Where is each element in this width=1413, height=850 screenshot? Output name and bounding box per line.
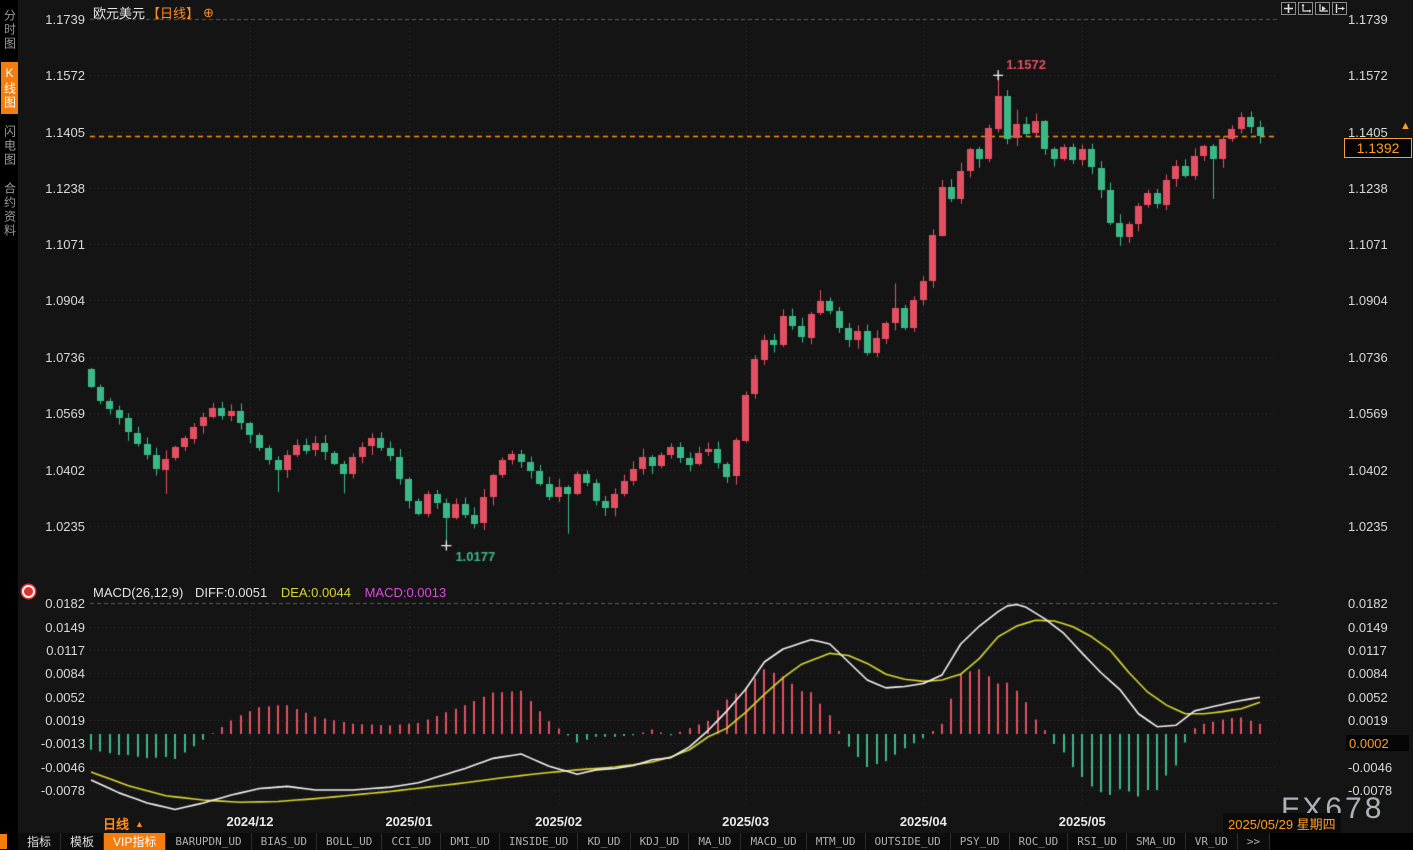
macd-tick-right: 0.0182 xyxy=(1348,596,1388,611)
price-tick-left: 1.1405 xyxy=(45,124,85,140)
macd-tick-right: 0.0117 xyxy=(1348,642,1387,658)
indicator-tab-bar: 指标 模板 VIP指标 BARUPDN_UD BIAS_UD BOLL_UD CCI_UD D… xyxy=(18,833,1413,850)
tab-RSI_UD[interactable]: RSI_UD xyxy=(1068,833,1128,850)
sidebar-item-1[interactable]: K线图 xyxy=(0,62,18,114)
price-tick-right: 1.0569 xyxy=(1348,406,1388,422)
move-crosshair-icon[interactable] xyxy=(1281,2,1296,15)
tab-KDJ_UD[interactable]: KDJ_UD xyxy=(630,833,690,850)
month-label-2024/12: 2024/12 xyxy=(226,814,274,829)
tab-模板[interactable]: 模板 xyxy=(61,833,105,850)
month-label-2025/04: 2025/04 xyxy=(899,814,947,829)
macd-tick-left: 0.0019 xyxy=(45,713,85,729)
price-tick-left: 1.0904 xyxy=(45,293,85,309)
price-tick-right: 1.1739 xyxy=(1348,12,1388,27)
tab-BIAS_UD[interactable]: BIAS_UD xyxy=(251,833,317,850)
tab-CCI_UD[interactable]: CCI_UD xyxy=(382,833,442,850)
price-marker-arrow-icon: ▲ xyxy=(1400,120,1411,132)
price-tick-right: 1.1572 xyxy=(1348,68,1388,84)
chart-toolbar xyxy=(1281,2,1347,15)
macd-tick-left: 0.0182 xyxy=(45,596,85,611)
macd-tick-left: -0.0078 xyxy=(40,783,85,798)
macd-current-value-badge: 0.0002 xyxy=(1346,735,1409,751)
price-tick-right: 1.1071 xyxy=(1348,237,1388,253)
tab-PSY_UD[interactable]: PSY_UD xyxy=(950,833,1010,850)
dea-value-label: DEA:0.0044 xyxy=(280,585,351,600)
price-tick-left: 1.1071 xyxy=(45,237,85,253)
price-tick-right: 1.1238 xyxy=(1348,180,1388,196)
month-label-2025/01: 2025/01 xyxy=(385,814,433,829)
macd-tick-right: 0.0052 xyxy=(1348,689,1388,705)
tab-MTM_UD[interactable]: MTM_UD xyxy=(806,833,866,850)
price-tick-right: 1.0235 xyxy=(1348,519,1388,534)
macd-value-label: MACD:0.0013 xyxy=(364,585,447,600)
macd-settings-icon[interactable] xyxy=(22,585,35,598)
macd-tick-right: -0.0046 xyxy=(1348,759,1393,775)
price-tick-right: 1.0904 xyxy=(1348,293,1388,309)
macd-tick-right: -0.0078 xyxy=(1348,783,1393,798)
tab-BOLL_UD[interactable]: BOLL_UD xyxy=(316,833,383,850)
tab-SMA_UD[interactable]: SMA_UD xyxy=(1127,833,1186,850)
macd-tick-right: 0.0084 xyxy=(1348,666,1388,682)
tab->>[interactable]: >> xyxy=(1237,833,1271,850)
price-tick-left: 1.1739 xyxy=(45,12,85,27)
macd-tick-left: 0.0084 xyxy=(45,666,85,682)
timeframe-selector[interactable]: 日线 ▲ xyxy=(103,814,144,833)
month-label-2025/05: 2025/05 xyxy=(1058,814,1106,829)
macd-tick-right: 0.0149 xyxy=(1348,619,1388,635)
price-tick-right: 1.0736 xyxy=(1348,350,1388,366)
price-tick-left: 1.0569 xyxy=(45,406,85,422)
current-price-badge: 1.1392 xyxy=(1344,138,1412,158)
price-tick-left: 1.1238 xyxy=(45,180,85,196)
macd-tick-left: -0.0046 xyxy=(40,759,85,775)
price-tick-left: 1.0736 xyxy=(45,350,85,366)
price-tick-left: 1.0235 xyxy=(45,519,85,534)
sidebar-item-3[interactable]: 合约资料 xyxy=(2,182,17,238)
symbol-name: 欧元美元 xyxy=(93,6,146,21)
tab-VIP指标[interactable]: VIP指标 xyxy=(104,833,167,850)
price-tick-left: 1.0402 xyxy=(45,462,85,478)
period-badge[interactable]: 【日线】 xyxy=(147,6,200,21)
macd-tick-left: 0.0117 xyxy=(46,642,85,658)
price-tick-right: 1.0402 xyxy=(1348,462,1388,478)
sidebar-item-0[interactable]: 分时图 xyxy=(2,9,17,51)
timeframe-label: 日线 xyxy=(103,817,130,832)
tab-OUTSIDE_UD[interactable]: OUTSIDE_UD xyxy=(865,833,951,850)
macd-params-label: MACD(26,12,9) xyxy=(93,585,184,600)
tabbar-scroll-accent[interactable] xyxy=(0,834,7,849)
sidebar-item-2[interactable]: 闪电图 xyxy=(2,125,17,167)
price-tick-right: 1.1405 xyxy=(1348,124,1388,140)
chart-title: 欧元美元 【日线】 ⊕ xyxy=(93,3,214,22)
cursor-date-badge: 2025/05/29 星期四 xyxy=(1223,813,1341,834)
tab-DMI_UD[interactable]: DMI_UD xyxy=(441,833,500,850)
left-sidebar: 分时图 K线图闪电图合约资料 xyxy=(0,0,18,850)
tab-指标[interactable]: 指标 xyxy=(18,833,62,850)
macd-tick-left: 0.0149 xyxy=(45,619,85,635)
macd-indicator-labels: MACD(26,12,9) DIFF:0.0051 DEA:0.0044 MAC… xyxy=(93,585,446,600)
axis-autoscale-icon[interactable] xyxy=(1298,2,1313,15)
tab-MACD_UD[interactable]: MACD_UD xyxy=(741,833,807,850)
month-label-2025/03: 2025/03 xyxy=(722,814,770,829)
tab-ROC_UD[interactable]: ROC_UD xyxy=(1009,833,1069,850)
tab-VR_UD[interactable]: VR_UD xyxy=(1185,833,1238,850)
chevron-up-icon: ▲ xyxy=(135,818,144,829)
macd-tick-right: 0.0019 xyxy=(1348,713,1388,729)
axis-playback-icon[interactable] xyxy=(1315,2,1330,15)
tab-MA_UD[interactable]: MA_UD xyxy=(689,833,742,850)
tab-KD_UD[interactable]: KD_UD xyxy=(578,833,631,850)
tab-BARUPDN_UD[interactable]: BARUPDN_UD xyxy=(166,833,252,850)
month-label-2025/02: 2025/02 xyxy=(535,814,583,829)
tab-INSIDE_UD[interactable]: INSIDE_UD xyxy=(499,833,579,850)
macd-tick-left: -0.0013 xyxy=(40,736,85,752)
diff-value-label: DIFF:0.0051 xyxy=(194,585,268,600)
add-compare-icon[interactable]: ⊕ xyxy=(203,4,214,20)
price-tick-left: 1.1572 xyxy=(45,68,85,84)
go-to-latest-icon[interactable] xyxy=(1332,2,1347,15)
macd-tick-left: 0.0052 xyxy=(45,689,85,705)
